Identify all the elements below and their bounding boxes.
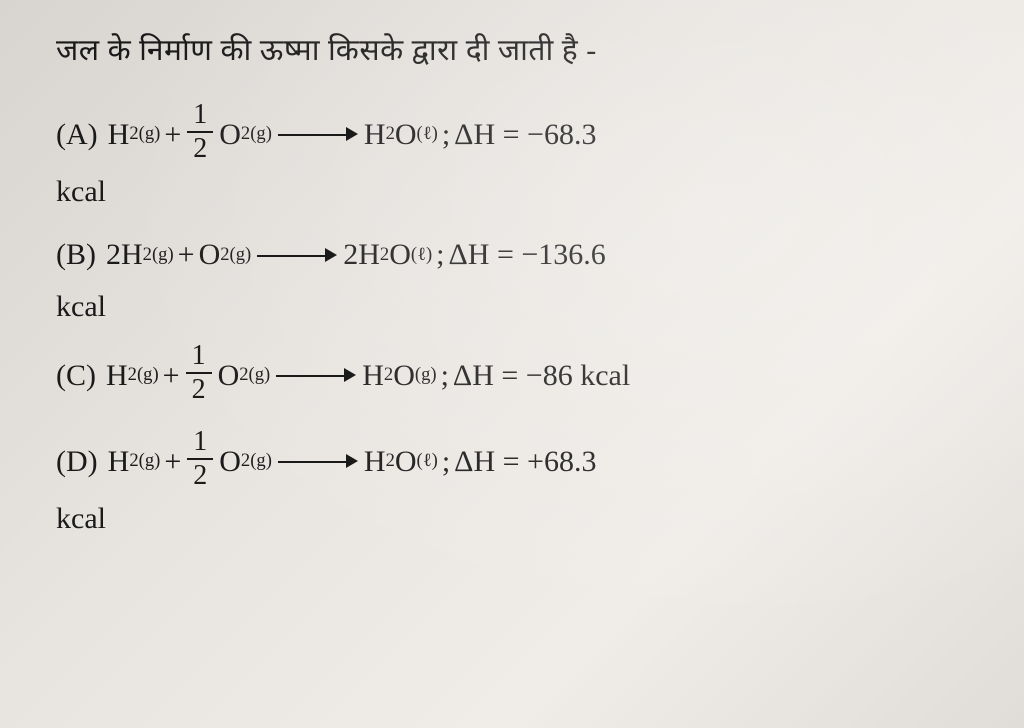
delta-h: ΔH = +68.3 xyxy=(454,436,596,487)
option-c-label: (C) xyxy=(56,350,96,401)
semicolon: ; xyxy=(436,229,444,280)
option-d-unit: kcal xyxy=(56,502,984,536)
text: O xyxy=(219,109,241,160)
option-a-unit: kcal xyxy=(56,175,984,209)
numerator: 1 xyxy=(186,342,212,374)
text: O xyxy=(199,229,221,280)
delta-h: ΔH = −68.3 xyxy=(454,109,596,160)
option-b-label: (B) xyxy=(56,229,96,280)
option-c: (C) H2(g) + 1 2 O2(g) H2O(g) ; ΔH = −86 … xyxy=(56,344,984,406)
plus: + xyxy=(163,350,180,401)
text: H xyxy=(108,436,130,487)
text: O xyxy=(218,350,240,401)
arrow-icon xyxy=(278,127,358,141)
delta-h: ΔH = −86 kcal xyxy=(453,350,630,401)
plus: + xyxy=(178,229,195,280)
option-b: (B) 2H2(g) + O2(g) 2H2O(ℓ) ; ΔH = −136.6 xyxy=(56,229,984,280)
text: O xyxy=(395,109,417,160)
text: H xyxy=(106,350,128,401)
numerator: 1 xyxy=(187,101,213,133)
text: O xyxy=(389,229,411,280)
semicolon: ; xyxy=(441,350,449,401)
denominator: 2 xyxy=(187,460,213,490)
option-a: (A) H2(g) + 1 2 O2(g) H2O(ℓ) ; ΔH = −68.… xyxy=(56,103,984,165)
text: H xyxy=(358,229,380,280)
delta-h: ΔH = −136.6 xyxy=(449,229,606,280)
text: H xyxy=(121,229,143,280)
text: H xyxy=(364,436,386,487)
text: H xyxy=(362,350,384,401)
text: O xyxy=(219,436,241,487)
arrow-icon xyxy=(278,454,358,468)
fraction: 1 2 xyxy=(186,342,212,404)
question-text: जल के निर्माण की ऊष्मा किसके द्वारा दी ज… xyxy=(56,28,984,69)
option-d-label: (D) xyxy=(56,436,98,487)
denominator: 2 xyxy=(187,133,213,163)
option-b-unit: kcal xyxy=(56,290,984,324)
text: O xyxy=(393,350,415,401)
coef: 2 xyxy=(106,229,121,280)
arrow-icon xyxy=(276,368,356,382)
text: H xyxy=(364,109,386,160)
option-a-label: (A) xyxy=(56,109,98,160)
fraction: 1 2 xyxy=(187,428,213,490)
coef: 2 xyxy=(343,229,358,280)
arrow-icon xyxy=(257,248,337,262)
fraction: 1 2 xyxy=(187,101,213,163)
numerator: 1 xyxy=(187,428,213,460)
semicolon: ; xyxy=(442,109,450,160)
text: H xyxy=(108,109,130,160)
plus: + xyxy=(164,436,181,487)
plus: + xyxy=(164,109,181,160)
semicolon: ; xyxy=(442,436,450,487)
denominator: 2 xyxy=(186,374,212,404)
text: O xyxy=(395,436,417,487)
option-d: (D) H2(g) + 1 2 O2(g) H2O(ℓ) ; ΔH = +68.… xyxy=(56,430,984,492)
